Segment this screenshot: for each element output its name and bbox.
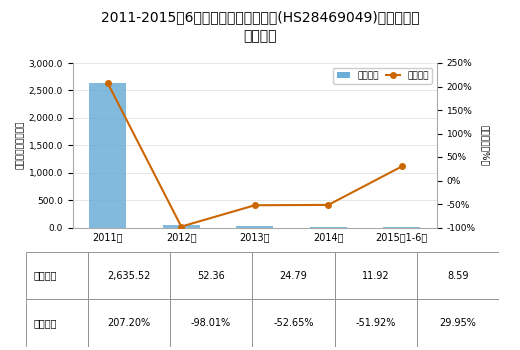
Text: -51.92%: -51.92% [356,318,396,328]
Bar [417,299,499,346]
Bar [334,299,417,346]
Legend: 出口金额, 同比增长: 出口金额, 同比增长 [333,68,432,84]
Text: 11.92: 11.92 [362,271,389,281]
Bar [383,227,420,228]
Y-axis label: 同比增长（%）: 同比增长（%） [480,125,489,166]
Bar [89,83,126,228]
Text: 同比增长: 同比增长 [33,318,57,328]
Bar [252,299,334,346]
Bar [170,252,252,299]
Text: 8.59: 8.59 [447,271,469,281]
Bar [26,252,87,299]
Text: 29.95%: 29.95% [439,318,476,328]
Y-axis label: 出口金额（万美元）: 出口金额（万美元） [16,121,24,169]
Text: 52.36: 52.36 [197,271,225,281]
Text: 2,635.52: 2,635.52 [107,271,150,281]
Bar [237,226,273,228]
Text: 24.79: 24.79 [279,271,307,281]
Text: 207.20%: 207.20% [107,318,150,328]
Bar [417,252,499,299]
Text: 出口金额: 出口金额 [33,271,57,281]
Bar [87,252,170,299]
Bar [163,225,200,228]
Text: 2011-2015年6月其他未混合碳酸稀土(HS28469049)出口总额及
增速统计: 2011-2015年6月其他未混合碳酸稀土(HS28469049)出口总额及 增… [101,10,419,43]
Bar [87,299,170,346]
Bar [252,252,334,299]
Bar [310,227,347,228]
Text: -52.65%: -52.65% [273,318,314,328]
Bar [334,252,417,299]
Text: -98.01%: -98.01% [191,318,231,328]
Bar [170,299,252,346]
Bar [26,299,87,346]
